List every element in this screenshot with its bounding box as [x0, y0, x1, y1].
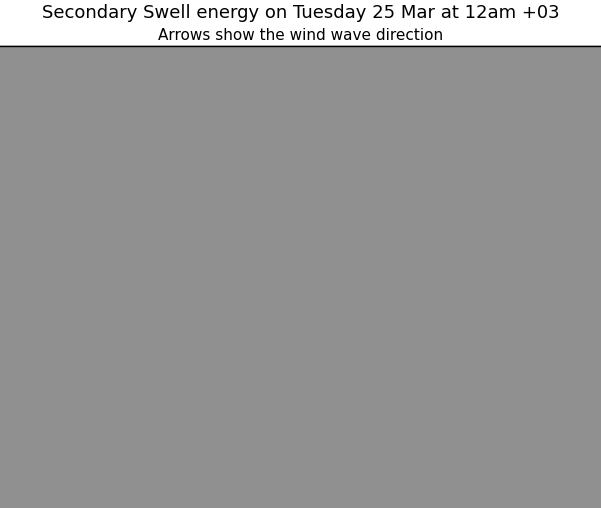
- Text: Secondary Swell energy on Tuesday 25 Mar at 12am +03: Secondary Swell energy on Tuesday 25 Mar…: [41, 4, 560, 22]
- Text: Arrows show the wind wave direction: Arrows show the wind wave direction: [158, 28, 443, 43]
